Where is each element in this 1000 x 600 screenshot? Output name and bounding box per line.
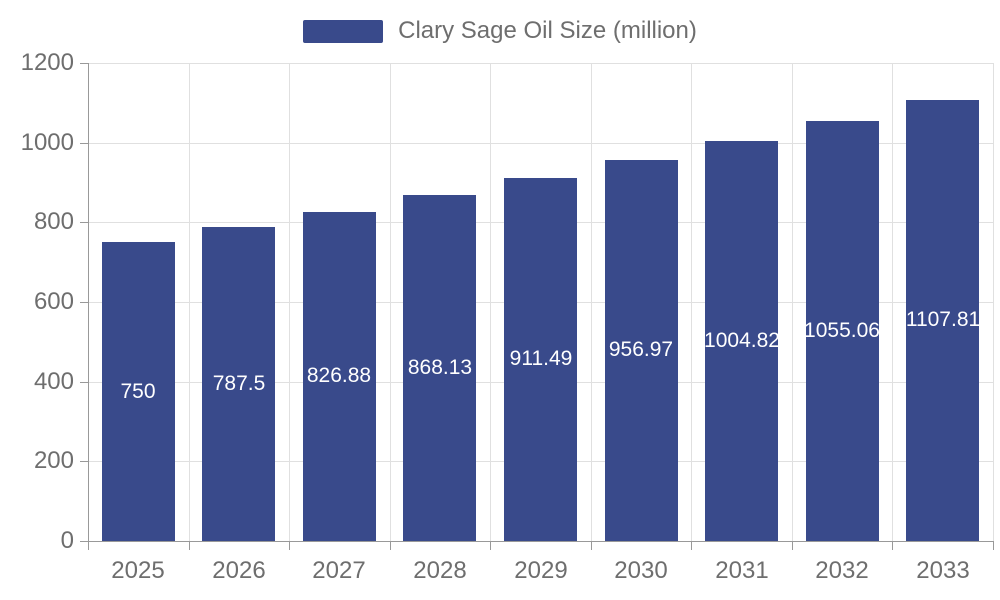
y-axis-line xyxy=(88,63,89,541)
x-tick-label: 2032 xyxy=(815,557,869,584)
v-gridline xyxy=(792,63,793,541)
chart-legend[interactable]: Clary Sage Oil Size (million) xyxy=(0,17,1000,45)
x-tick-label: 2028 xyxy=(413,557,467,584)
x-axis-line xyxy=(88,541,993,542)
bar-2025[interactable] xyxy=(102,242,175,541)
bar-2027[interactable] xyxy=(303,212,376,541)
y-tick-label: 1200 xyxy=(20,49,74,76)
x-axis-tick xyxy=(189,541,190,550)
bar-2028[interactable] xyxy=(403,195,476,541)
v-gridline xyxy=(691,63,692,541)
x-tick-label: 2025 xyxy=(111,557,165,584)
bar-2032[interactable] xyxy=(806,121,879,541)
bar-2031[interactable] xyxy=(705,141,778,541)
x-axis-tick xyxy=(892,541,893,550)
x-tick-label: 2033 xyxy=(916,557,970,584)
y-tick-label: 600 xyxy=(33,288,74,315)
v-gridline xyxy=(189,63,190,541)
y-tick-label: 800 xyxy=(33,208,74,235)
x-axis-tick xyxy=(591,541,592,550)
y-axis-tick xyxy=(80,382,88,383)
v-gridline xyxy=(892,63,893,541)
y-axis-tick xyxy=(80,302,88,303)
bar-2029[interactable] xyxy=(504,178,577,541)
x-axis-tick xyxy=(289,541,290,550)
v-gridline xyxy=(390,63,391,541)
v-gridline xyxy=(591,63,592,541)
x-axis-tick xyxy=(490,541,491,550)
y-tick-label: 400 xyxy=(33,368,74,395)
y-tick-label: 1000 xyxy=(20,129,74,156)
v-gridline xyxy=(289,63,290,541)
y-axis-tick xyxy=(80,63,88,64)
x-tick-label: 2029 xyxy=(514,557,568,584)
y-tick-label: 0 xyxy=(60,527,74,554)
x-tick-label: 2031 xyxy=(715,557,769,584)
x-axis-tick xyxy=(691,541,692,550)
y-axis-tick xyxy=(80,143,88,144)
x-axis-tick xyxy=(792,541,793,550)
bar-2033[interactable] xyxy=(906,100,979,541)
y-axis-tick xyxy=(80,541,88,542)
x-tick-label: 2026 xyxy=(212,557,266,584)
bar-2030[interactable] xyxy=(605,160,678,541)
bar-2026[interactable] xyxy=(202,227,275,541)
y-axis-tick xyxy=(80,461,88,462)
h-gridline xyxy=(88,63,993,64)
v-gridline xyxy=(993,63,994,541)
x-axis-tick xyxy=(993,541,994,550)
y-axis-tick xyxy=(80,222,88,223)
y-tick-label: 200 xyxy=(33,447,74,474)
x-axis-tick xyxy=(390,541,391,550)
x-axis-tick xyxy=(88,541,89,550)
legend-label: Clary Sage Oil Size (million) xyxy=(398,17,697,44)
h-gridline xyxy=(88,143,993,144)
legend-swatch xyxy=(303,19,384,43)
x-tick-label: 2030 xyxy=(614,557,668,584)
x-tick-label: 2027 xyxy=(312,557,366,584)
v-gridline xyxy=(490,63,491,541)
